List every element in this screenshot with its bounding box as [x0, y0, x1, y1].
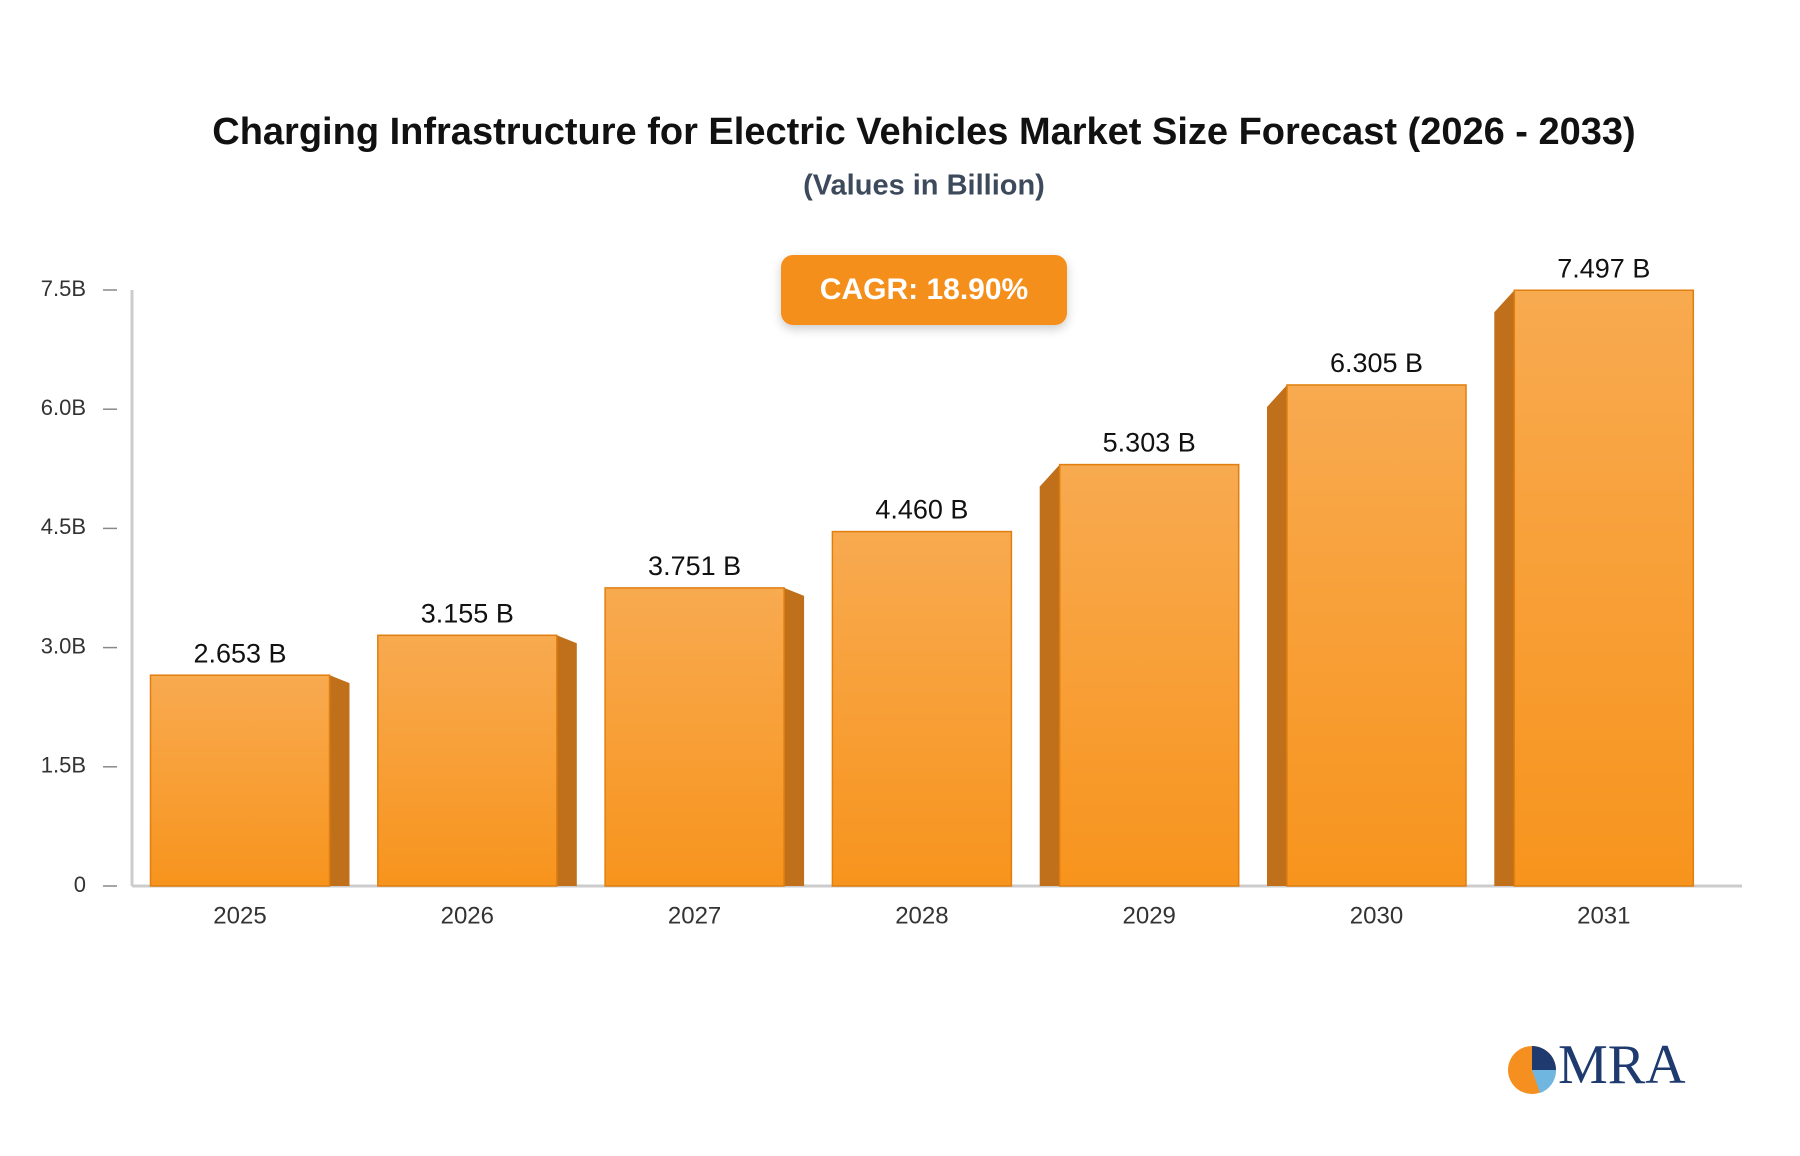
- bar: [1058, 463, 1240, 887]
- x-tick-label: 2030: [1350, 902, 1403, 929]
- value-label: 6.305 B: [1330, 348, 1423, 378]
- bar-side: [556, 635, 577, 886]
- x-tick-label: 2028: [895, 902, 948, 929]
- bar-side: [1267, 384, 1287, 886]
- x-tick-label: 2031: [1577, 902, 1630, 929]
- x-tick-label: 2027: [668, 902, 721, 929]
- value-label: 7.497 B: [1557, 253, 1650, 283]
- value-label: 4.460 B: [875, 495, 968, 525]
- value-label: 5.303 B: [1103, 428, 1196, 458]
- bar: [1286, 384, 1467, 887]
- bar-side: [329, 675, 350, 886]
- x-tick-label: 2025: [213, 902, 266, 929]
- logo: MRA: [1508, 1034, 1686, 1096]
- bar: [1513, 289, 1695, 887]
- y-tick-label: 1.5B: [41, 753, 86, 778]
- x-tick-label: 2029: [1123, 902, 1176, 929]
- logo-text: MRA: [1558, 1034, 1686, 1096]
- y-tick-label: 0: [74, 872, 86, 897]
- value-label: 3.155 B: [421, 598, 514, 628]
- y-tick-label: 4.5B: [41, 514, 86, 539]
- bar: [149, 674, 331, 887]
- cagr-text: CAGR: 18.90%: [820, 273, 1028, 306]
- bar: [604, 587, 785, 887]
- chart-subtitle: (Values in Billion): [803, 170, 1045, 202]
- y-tick-label: 6.0B: [41, 395, 86, 420]
- bar-side: [784, 587, 805, 886]
- cagr-badge: CAGR: 18.90%: [781, 255, 1067, 325]
- y-tick-label: 7.5B: [41, 276, 86, 301]
- value-label: 3.751 B: [648, 551, 741, 581]
- chart-title: Charging Infrastructure for Electric Veh…: [212, 111, 1635, 153]
- value-label: 2.653 B: [193, 638, 286, 668]
- y-tick-label: 3.0B: [41, 633, 86, 658]
- x-tick-label: 2026: [441, 902, 494, 929]
- logo-slice: [1532, 1046, 1556, 1070]
- bar-side: [1494, 290, 1515, 886]
- bar-side: [1039, 464, 1060, 886]
- bar: [831, 530, 1013, 887]
- cagr-box: [781, 255, 1067, 325]
- logo-slice: [1532, 1070, 1557, 1093]
- bar: [377, 634, 558, 887]
